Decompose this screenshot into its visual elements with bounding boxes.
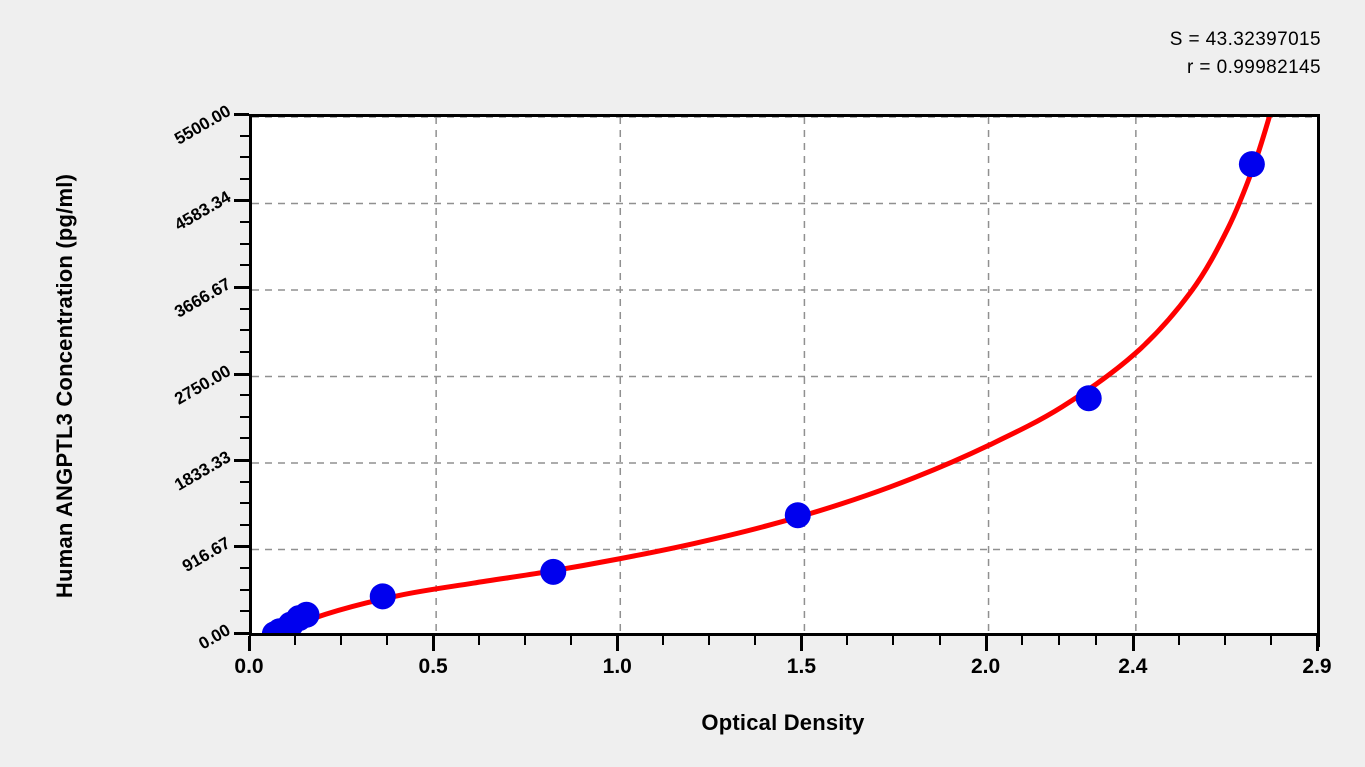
y-tick-label: 916.67 [178,533,234,577]
x-tick-minor [570,636,573,645]
y-tick-label: 4583.34 [170,187,234,236]
data-point [540,558,567,585]
x-tick-label: 0.0 [234,655,264,678]
x-tick-minor [294,636,297,645]
y-tick-label: 1833.33 [170,447,234,495]
y-tick-major [234,199,249,203]
x-tick-minor [1223,636,1226,645]
y-axis-title: Human ANGPTL3 Concentration (pg/ml) [52,173,77,599]
x-tick-minor [1177,636,1180,645]
plot-area [249,114,1320,636]
y-tick-minor [240,394,249,397]
x-axis-line [249,633,1320,636]
plot-frame-right-edge [1317,114,1320,633]
y-tick-label: 5500.00 [170,101,234,149]
data-point [784,502,811,529]
x-tick-label: 2.9 [1302,655,1332,678]
x-tick-minor [478,636,481,645]
y-tick-minor [240,221,249,224]
data-point [293,601,320,628]
x-tick-minor [708,636,711,645]
y-tick-minor [240,610,249,613]
y-tick-minor [240,480,249,483]
y-tick-minor [240,588,249,591]
x-tick-minor [524,636,527,645]
x-tick-label: 2.4 [1118,655,1148,678]
gridlines [252,117,1320,636]
x-tick-minor [340,636,343,645]
y-tick-major [234,459,249,462]
y-tick-major [234,285,249,289]
x-tick-minor [892,636,895,645]
s-value-label: S = 43.32397015 [1169,29,1321,50]
data-point [1238,151,1265,178]
x-tick-minor [662,636,665,645]
data-point [369,583,396,610]
y-tick-major [234,113,249,116]
y-tick-minor [240,329,249,332]
x-tick-minor [1021,636,1024,645]
x-tick-label: 1.5 [786,655,817,678]
plot-inner [252,117,1320,636]
y-tick-minor [240,502,249,505]
y-tick-label: 3666.67 [170,274,234,322]
x-tick-major [248,636,251,651]
y-tick-minor [240,307,249,310]
fit-statistics: S = 43.32397015 r = 0.99982145 [1170,26,1321,82]
x-tick-major [1131,636,1135,651]
x-tick-major [616,636,620,651]
x-tick-label: 0.5 [418,655,448,678]
y-tick-minor [240,567,249,570]
x-tick-major [800,636,804,651]
y-tick-minor [240,156,249,159]
x-tick-label: 1.0 [602,655,632,678]
data-layer [261,117,1272,636]
x-tick-minor [1058,636,1061,645]
y-tick-minor [240,177,249,180]
x-tick-label: 2.0 [970,655,1001,678]
y-tick-major [234,632,249,635]
y-tick-major [234,372,249,376]
x-tick-minor [1269,636,1272,645]
x-tick-major [984,636,988,651]
x-tick-major [1316,636,1319,651]
x-tick-minor [846,636,849,645]
y-tick-label: 2750.00 [170,360,234,409]
x-axis-title: Optical Density [701,710,865,735]
y-tick-minor [240,523,249,526]
x-tick-minor [754,636,757,645]
x-tick-minor [1095,636,1098,645]
y-tick-minor [240,350,249,353]
y-tick-minor [240,437,249,440]
y-tick-label: 0.00 [195,620,234,654]
r-value-label: r = 0.99982145 [1187,57,1321,78]
y-tick-minor [240,415,249,418]
y-tick-minor [240,134,249,137]
y-tick-minor [240,242,249,245]
y-tick-major [234,545,249,549]
x-tick-minor [386,636,389,645]
x-tick-minor [938,636,941,645]
data-point [1075,385,1102,412]
x-tick-major [432,636,436,651]
y-tick-minor [240,264,249,267]
